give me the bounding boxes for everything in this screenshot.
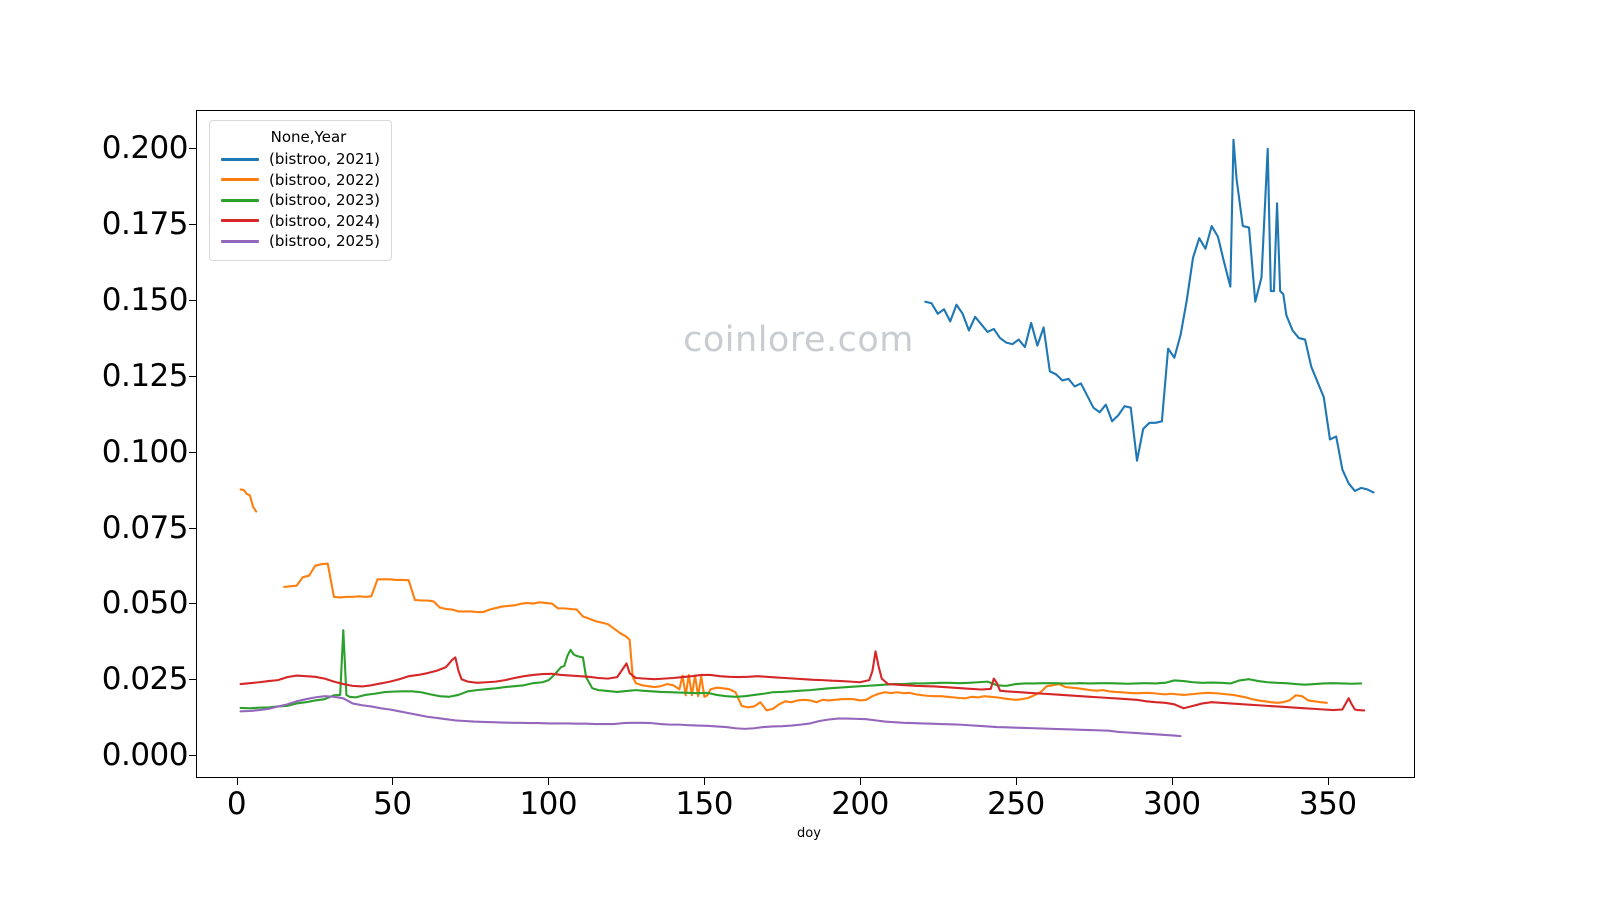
x-axis-tick-mark bbox=[392, 778, 394, 785]
y-axis-tick-mark bbox=[189, 223, 196, 225]
x-axis-tick-label: 50 bbox=[373, 786, 412, 822]
x-axis-tick-label: 200 bbox=[831, 786, 889, 822]
x-axis-tick-label: 250 bbox=[987, 786, 1045, 822]
y-axis-tick-mark bbox=[189, 755, 196, 757]
legend-item[interactable]: (bistroo, 2025) bbox=[221, 231, 380, 252]
legend-color-swatch bbox=[221, 198, 259, 202]
y-axis-tick-mark bbox=[189, 299, 196, 301]
legend-item-label: (bistroo, 2024) bbox=[269, 211, 380, 230]
y-axis-tick-mark bbox=[189, 147, 196, 149]
y-axis-tick-label: 0.200 bbox=[101, 129, 189, 166]
legend-color-swatch bbox=[221, 219, 259, 223]
y-axis-tick-mark bbox=[189, 527, 196, 529]
legend-color-swatch bbox=[221, 157, 259, 161]
x-axis-tick-mark bbox=[860, 778, 862, 785]
x-axis-tick-label: 350 bbox=[1298, 786, 1357, 822]
legend: None,Year (bistroo, 2021) (bistroo, 2022)… bbox=[209, 120, 392, 261]
y-axis-tick-label: 0.000 bbox=[101, 737, 189, 774]
legend-color-swatch bbox=[221, 239, 259, 243]
legend-color-swatch bbox=[221, 178, 259, 182]
line-series bbox=[241, 489, 1327, 710]
legend-item[interactable]: (bistroo, 2022) bbox=[221, 170, 380, 191]
x-axis-tick-label: 100 bbox=[519, 786, 578, 822]
legend-item-label: (bistroo, 2023) bbox=[269, 191, 380, 210]
x-axis-tick-label: 150 bbox=[675, 786, 734, 822]
legend-item-label: (bistroo, 2021) bbox=[269, 150, 380, 169]
line-series bbox=[925, 140, 1373, 493]
y-axis-tick-mark bbox=[189, 375, 196, 377]
legend-title: None,Year bbox=[270, 128, 347, 146]
x-axis-tick-mark bbox=[1327, 778, 1329, 785]
x-axis-label: doy bbox=[0, 826, 1600, 841]
y-axis-tick-label: 0.100 bbox=[101, 433, 189, 470]
line-series bbox=[241, 630, 1362, 708]
legend-item[interactable]: (bistroo, 2023) bbox=[221, 190, 380, 211]
legend-items: (bistroo, 2021) (bistroo, 2022) (bistroo, … bbox=[221, 149, 380, 252]
x-axis-tick-mark bbox=[1015, 778, 1017, 785]
y-axis-tick-label: 0.075 bbox=[101, 509, 189, 546]
series-canvas bbox=[197, 111, 1414, 777]
x-axis-label-text: doy bbox=[797, 826, 821, 841]
y-axis-tick-label: 0.025 bbox=[101, 661, 189, 698]
y-axis-tick-label: 0.150 bbox=[101, 281, 189, 318]
x-axis-tick-mark bbox=[548, 778, 550, 785]
y-axis-tick-mark bbox=[189, 679, 196, 681]
x-axis-tick-mark bbox=[1171, 778, 1173, 785]
y-axis-tick-mark bbox=[189, 451, 196, 453]
legend-item-label: (bistroo, 2022) bbox=[269, 170, 380, 189]
y-axis-tick-label: 0.175 bbox=[101, 205, 189, 242]
line-series bbox=[241, 696, 1181, 736]
y-axis-tick-labels: 0.000 0.025 0.050 0.075 0.100 0.125 0.150 0.175… bbox=[0, 0, 189, 900]
x-axis-tick-label: 0 bbox=[226, 786, 247, 822]
legend-item[interactable]: (bistroo, 2021) bbox=[221, 149, 380, 170]
legend-item-label: (bistroo, 2025) bbox=[269, 232, 380, 251]
legend-item[interactable]: (bistroo, 2024) bbox=[221, 211, 380, 232]
line-series bbox=[241, 651, 1365, 710]
x-axis-tick-mark bbox=[236, 778, 238, 785]
y-axis-tick-label: 0.050 bbox=[101, 585, 189, 622]
x-axis-tick-label: 300 bbox=[1142, 786, 1201, 822]
plot-area: coinlore.com None,Year (bistroo, 2021) (b… bbox=[196, 110, 1415, 778]
y-axis-tick-label: 0.125 bbox=[101, 357, 189, 394]
x-axis-tick-mark bbox=[704, 778, 706, 785]
y-axis-tick-mark bbox=[189, 603, 196, 605]
